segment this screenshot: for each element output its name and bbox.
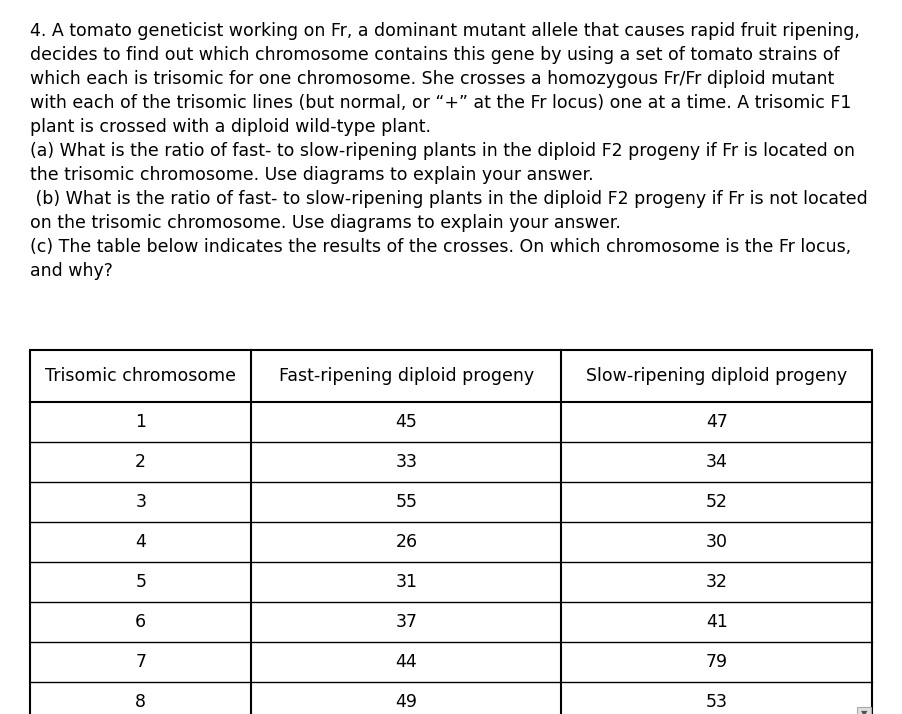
Text: on the trisomic chromosome. Use diagrams to explain your answer.: on the trisomic chromosome. Use diagrams…: [30, 214, 621, 232]
Text: 44: 44: [395, 653, 418, 671]
Text: which each is trisomic for one chromosome. She crosses a homozygous Fr/Fr diploi: which each is trisomic for one chromosom…: [30, 70, 834, 88]
Text: Slow-ripening diploid progeny: Slow-ripening diploid progeny: [586, 367, 847, 385]
Text: Trisomic chromosome: Trisomic chromosome: [45, 367, 236, 385]
Bar: [30, 350, 872, 714]
Text: 33: 33: [395, 453, 418, 471]
Text: 34: 34: [705, 453, 728, 471]
Text: 2: 2: [135, 453, 146, 471]
Text: 8: 8: [135, 693, 146, 711]
Text: 45: 45: [395, 413, 418, 431]
Text: with each of the trisomic lines (but normal, or “+” at the Fr locus) one at a ti: with each of the trisomic lines (but nor…: [30, 94, 851, 112]
Text: 30: 30: [705, 533, 728, 551]
Text: 41: 41: [705, 613, 728, 631]
Text: ▼: ▼: [861, 710, 867, 714]
Text: the trisomic chromosome. Use diagrams to explain your answer.: the trisomic chromosome. Use diagrams to…: [30, 166, 594, 184]
Text: 4. A tomato geneticist working on Fr, a dominant mutant allele that causes rapid: 4. A tomato geneticist working on Fr, a …: [30, 22, 860, 40]
Text: 7: 7: [135, 653, 146, 671]
Text: (b) What is the ratio of fast- to slow-ripening plants in the diploid F2 progeny: (b) What is the ratio of fast- to slow-r…: [30, 190, 868, 208]
Text: 31: 31: [395, 573, 418, 591]
Text: 32: 32: [705, 573, 728, 591]
Text: (a) What is the ratio of fast- to slow-ripening plants in the diploid F2 progeny: (a) What is the ratio of fast- to slow-r…: [30, 142, 855, 160]
Text: 26: 26: [395, 533, 418, 551]
Text: Fast-ripening diploid progeny: Fast-ripening diploid progeny: [279, 367, 534, 385]
Text: 5: 5: [135, 573, 146, 591]
Text: and why?: and why?: [30, 262, 113, 280]
Text: 49: 49: [395, 693, 418, 711]
Text: plant is crossed with a diploid wild-type plant.: plant is crossed with a diploid wild-typ…: [30, 118, 431, 136]
Text: 53: 53: [705, 693, 728, 711]
Text: 52: 52: [705, 493, 728, 511]
Text: 55: 55: [395, 493, 418, 511]
Bar: [857, 707, 871, 714]
Text: 1: 1: [135, 413, 146, 431]
Text: decides to find out which chromosome contains this gene by using a set of tomato: decides to find out which chromosome con…: [30, 46, 840, 64]
Text: (c) The table below indicates the results of the crosses. On which chromosome is: (c) The table below indicates the result…: [30, 238, 851, 256]
Text: 3: 3: [135, 493, 146, 511]
Text: 47: 47: [705, 413, 728, 431]
Text: 4: 4: [135, 533, 146, 551]
Text: 79: 79: [705, 653, 728, 671]
Text: 6: 6: [135, 613, 146, 631]
Text: 37: 37: [395, 613, 418, 631]
